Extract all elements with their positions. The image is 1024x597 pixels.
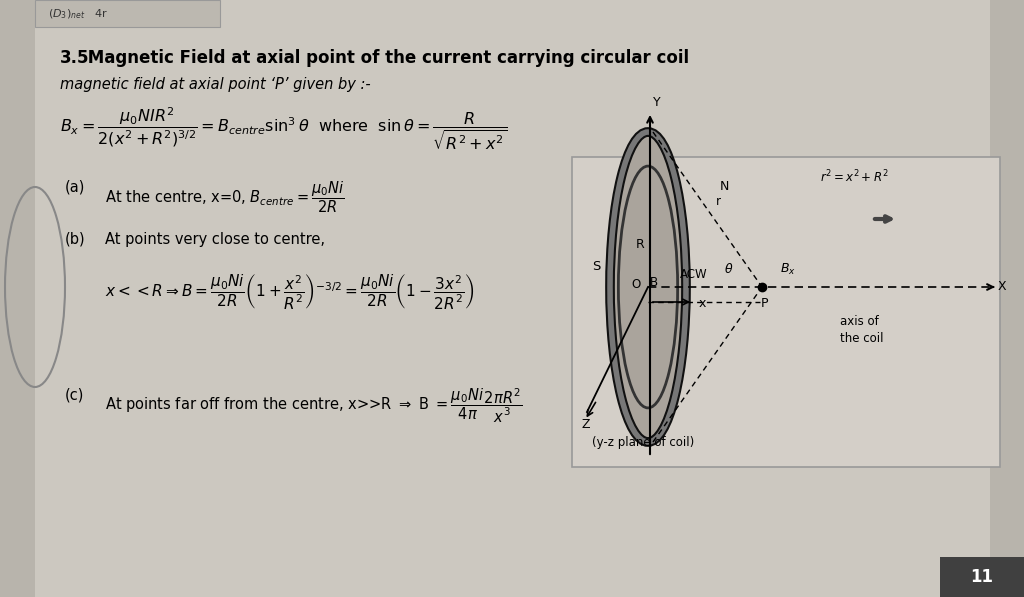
Text: O: O xyxy=(631,278,640,291)
Text: (y-z plane of coil): (y-z plane of coil) xyxy=(592,436,694,449)
Text: Z: Z xyxy=(582,417,591,430)
Text: R: R xyxy=(636,238,645,251)
Text: $\theta$: $\theta$ xyxy=(724,262,733,276)
Text: P: P xyxy=(760,297,768,310)
Text: $B_x$: $B_x$ xyxy=(780,261,796,276)
Ellipse shape xyxy=(610,132,686,442)
Text: ACW: ACW xyxy=(680,269,708,282)
Text: At points very close to centre,: At points very close to centre, xyxy=(105,232,325,247)
Polygon shape xyxy=(0,0,35,597)
Text: $r^2=x^2+R^2$: $r^2=x^2+R^2$ xyxy=(820,168,889,185)
Text: (a): (a) xyxy=(65,179,85,194)
Text: At points far off from the centre, x>>R $\Rightarrow$ B $= \dfrac{\mu_0 Ni}{4\pi: At points far off from the centre, x>>R … xyxy=(105,387,522,425)
Text: magnetic field at axial point ‘P’ given by :-: magnetic field at axial point ‘P’ given … xyxy=(60,77,371,92)
Text: N: N xyxy=(720,180,729,193)
Text: (b): (b) xyxy=(65,232,86,247)
Text: r: r xyxy=(716,195,721,208)
FancyBboxPatch shape xyxy=(572,157,1000,467)
Text: (c): (c) xyxy=(65,387,84,402)
Text: the coil: the coil xyxy=(840,332,884,345)
Text: $B_x = \dfrac{\mu_0 NIR^2}{2\left(x^2+R^2\right)^{3/2}} = B_{centre}\sin^3\theta: $B_x = \dfrac{\mu_0 NIR^2}{2\left(x^2+R^… xyxy=(60,105,507,152)
Text: X: X xyxy=(998,281,1007,294)
Text: Y: Y xyxy=(653,96,660,109)
Text: axis of: axis of xyxy=(840,315,879,328)
Text: Magnetic Field at axial point of the current carrying circular coil: Magnetic Field at axial point of the cur… xyxy=(82,49,689,67)
Text: S: S xyxy=(592,260,600,273)
FancyBboxPatch shape xyxy=(940,557,1024,597)
Text: At the centre, x=0, $B_{centre} = \dfrac{\mu_0 Ni}{2R}$: At the centre, x=0, $B_{centre} = \dfrac… xyxy=(105,179,344,214)
FancyBboxPatch shape xyxy=(35,0,220,27)
Text: B: B xyxy=(650,275,658,288)
Text: x: x xyxy=(698,297,706,310)
Text: $x<<R \Rightarrow B = \dfrac{\mu_0 Ni}{2R}\left(1+\dfrac{x^2}{R^2}\right)^{-3/2}: $x<<R \Rightarrow B = \dfrac{\mu_0 Ni}{2… xyxy=(105,272,475,311)
Text: 11: 11 xyxy=(971,568,993,586)
Text: 3.5: 3.5 xyxy=(60,49,89,67)
Text: $(D_3)_{net}$   4r: $(D_3)_{net}$ 4r xyxy=(48,7,108,21)
Polygon shape xyxy=(990,0,1024,597)
